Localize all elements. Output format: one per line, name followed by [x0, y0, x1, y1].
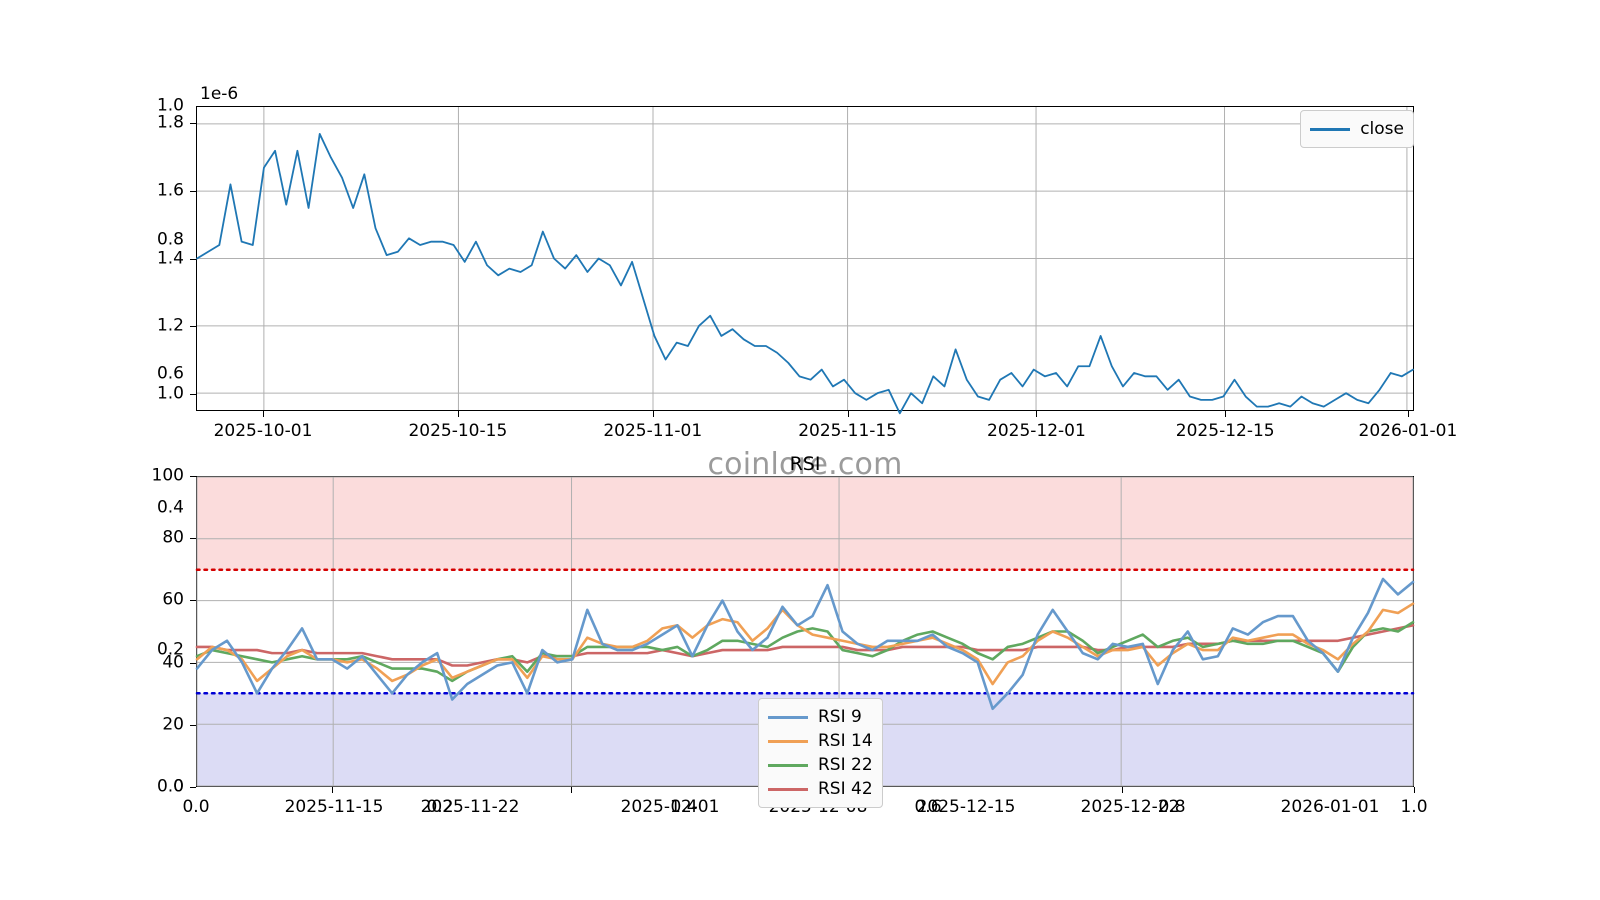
rsi-y-tick-label: 60 [162, 589, 184, 610]
price-y-tick-label: 1.4 [156, 248, 184, 268]
legend-color-swatch [768, 787, 808, 791]
legend-item-label: RSI 14 [818, 731, 873, 751]
price-x-tick-label: 2025-11-01 [603, 421, 703, 441]
legend-item: close [1310, 117, 1404, 141]
rsi-x-tick-label: 2025-11-15 [284, 797, 384, 817]
price-x-tick-label: 2025-10-01 [213, 421, 313, 441]
price-x-tickmark [1225, 411, 1227, 417]
price-legend: close [1300, 110, 1414, 148]
rsi-x-tickmark [1121, 787, 1123, 793]
legend-color-swatch [768, 763, 808, 767]
rsi-x-tick-label: 2025-12-22 [1080, 797, 1180, 817]
legend-item-label: RSI 9 [818, 707, 862, 727]
price-y-tick-label-secondary: 0.6 [156, 363, 184, 384]
rsi-y-tick-label: 80 [162, 527, 184, 548]
price-x-tick-label: 2026-01-01 [1358, 421, 1458, 441]
rsi-y-tick-label-secondary: 0.0 [156, 776, 184, 797]
legend-item: RSI 22 [768, 753, 873, 777]
rsi-x-tick-label: 2025-12-01 [620, 797, 720, 817]
price-axis-offset-label: 1e-6 [200, 84, 239, 104]
legend-item: RSI 14 [768, 729, 873, 753]
price-y-tick-label: 1.0 [156, 383, 184, 404]
rsi-x-tickmark [571, 787, 573, 793]
rsi-x-tick-label: 2026-01-01 [1280, 797, 1380, 817]
price-y-tickmark [190, 258, 196, 260]
rsi-y-tick-label-secondary: 0.2 [156, 639, 184, 660]
price-y-tickmark [190, 326, 196, 328]
price-x-tick-label: 2025-12-15 [1175, 421, 1275, 441]
price-x-tickmark [1036, 411, 1038, 417]
price-y-tick-label: 1.6 [156, 180, 184, 201]
rsi-x-tick-label-secondary: 0.6 [914, 797, 942, 817]
rsi-x-tick-label-secondary: 0.2 [426, 797, 454, 817]
rsi-y-tick-label: 20 [162, 714, 184, 735]
price-y-tickmark [190, 122, 196, 124]
rsi-x-tick-label-secondary: 0.0 [182, 797, 210, 817]
price-y-tick-label-secondary: 1.0 [156, 95, 184, 116]
legend-item-label: RSI 22 [818, 755, 873, 775]
legend-item: RSI 42 [768, 777, 873, 801]
price-x-tickmark [262, 411, 264, 417]
rsi-y-tickmark [190, 662, 196, 664]
rsi-x-tick-label: 2025-11-22 [420, 797, 520, 817]
rsi-y-tickmark [190, 600, 196, 602]
rsi-y-tick-label: 0 [173, 776, 184, 797]
rsi-y-tick-label: 100 [151, 465, 184, 486]
price-x-tickmark [1407, 411, 1409, 417]
price-x-tick-label: 2025-11-15 [798, 421, 898, 441]
price-x-tickmark [652, 411, 654, 417]
rsi-y-tickmark [190, 724, 196, 726]
legend-color-swatch [1310, 127, 1351, 131]
rsi-legend: RSI 9 RSI 14 RSI 22 RSI 42 [758, 698, 883, 808]
price-x-tickmark [457, 411, 459, 417]
price-y-tickmark [190, 394, 196, 396]
price-x-tick-label: 2025-12-01 [987, 421, 1086, 441]
rsi-x-tickmark [1414, 787, 1415, 793]
rsi-plot-area [197, 477, 1413, 786]
rsi-y-tickmark [190, 538, 196, 540]
rsi-panel-title: RSI [789, 453, 821, 475]
price-y-tick-label: 1.8 [156, 112, 184, 133]
price-y-tick-label: 1.2 [156, 315, 184, 336]
legend-item: RSI 9 [768, 705, 873, 729]
price-chart-panel [196, 106, 1414, 411]
price-x-tick-label: 2025-10-15 [408, 421, 508, 441]
price-y-tickmark [190, 190, 196, 192]
price-plot-area [197, 107, 1413, 410]
price-y-tick-label-secondary: 0.8 [156, 229, 184, 250]
legend-item-label: RSI 42 [818, 779, 873, 799]
legend-color-swatch [768, 715, 808, 719]
rsi-x-tick-label-secondary: 0.4 [670, 797, 698, 817]
rsi-y-tickmark [190, 476, 196, 477]
rsi-y-tick-label: 40 [162, 652, 184, 673]
rsi-x-tick-label-secondary: 0.8 [1158, 797, 1186, 817]
rsi-y-tickmark [190, 787, 196, 788]
rsi-x-tick-label-secondary: 1.0 [1400, 797, 1428, 817]
rsi-y-tick-label-secondary: 0.4 [156, 497, 184, 518]
legend-color-swatch [768, 739, 808, 743]
legend-item-label: close [1360, 119, 1404, 139]
rsi-x-tickmark [332, 787, 334, 793]
rsi-x-tick-label: 2025-12-15 [916, 797, 1016, 817]
price-x-tickmark [847, 411, 849, 417]
